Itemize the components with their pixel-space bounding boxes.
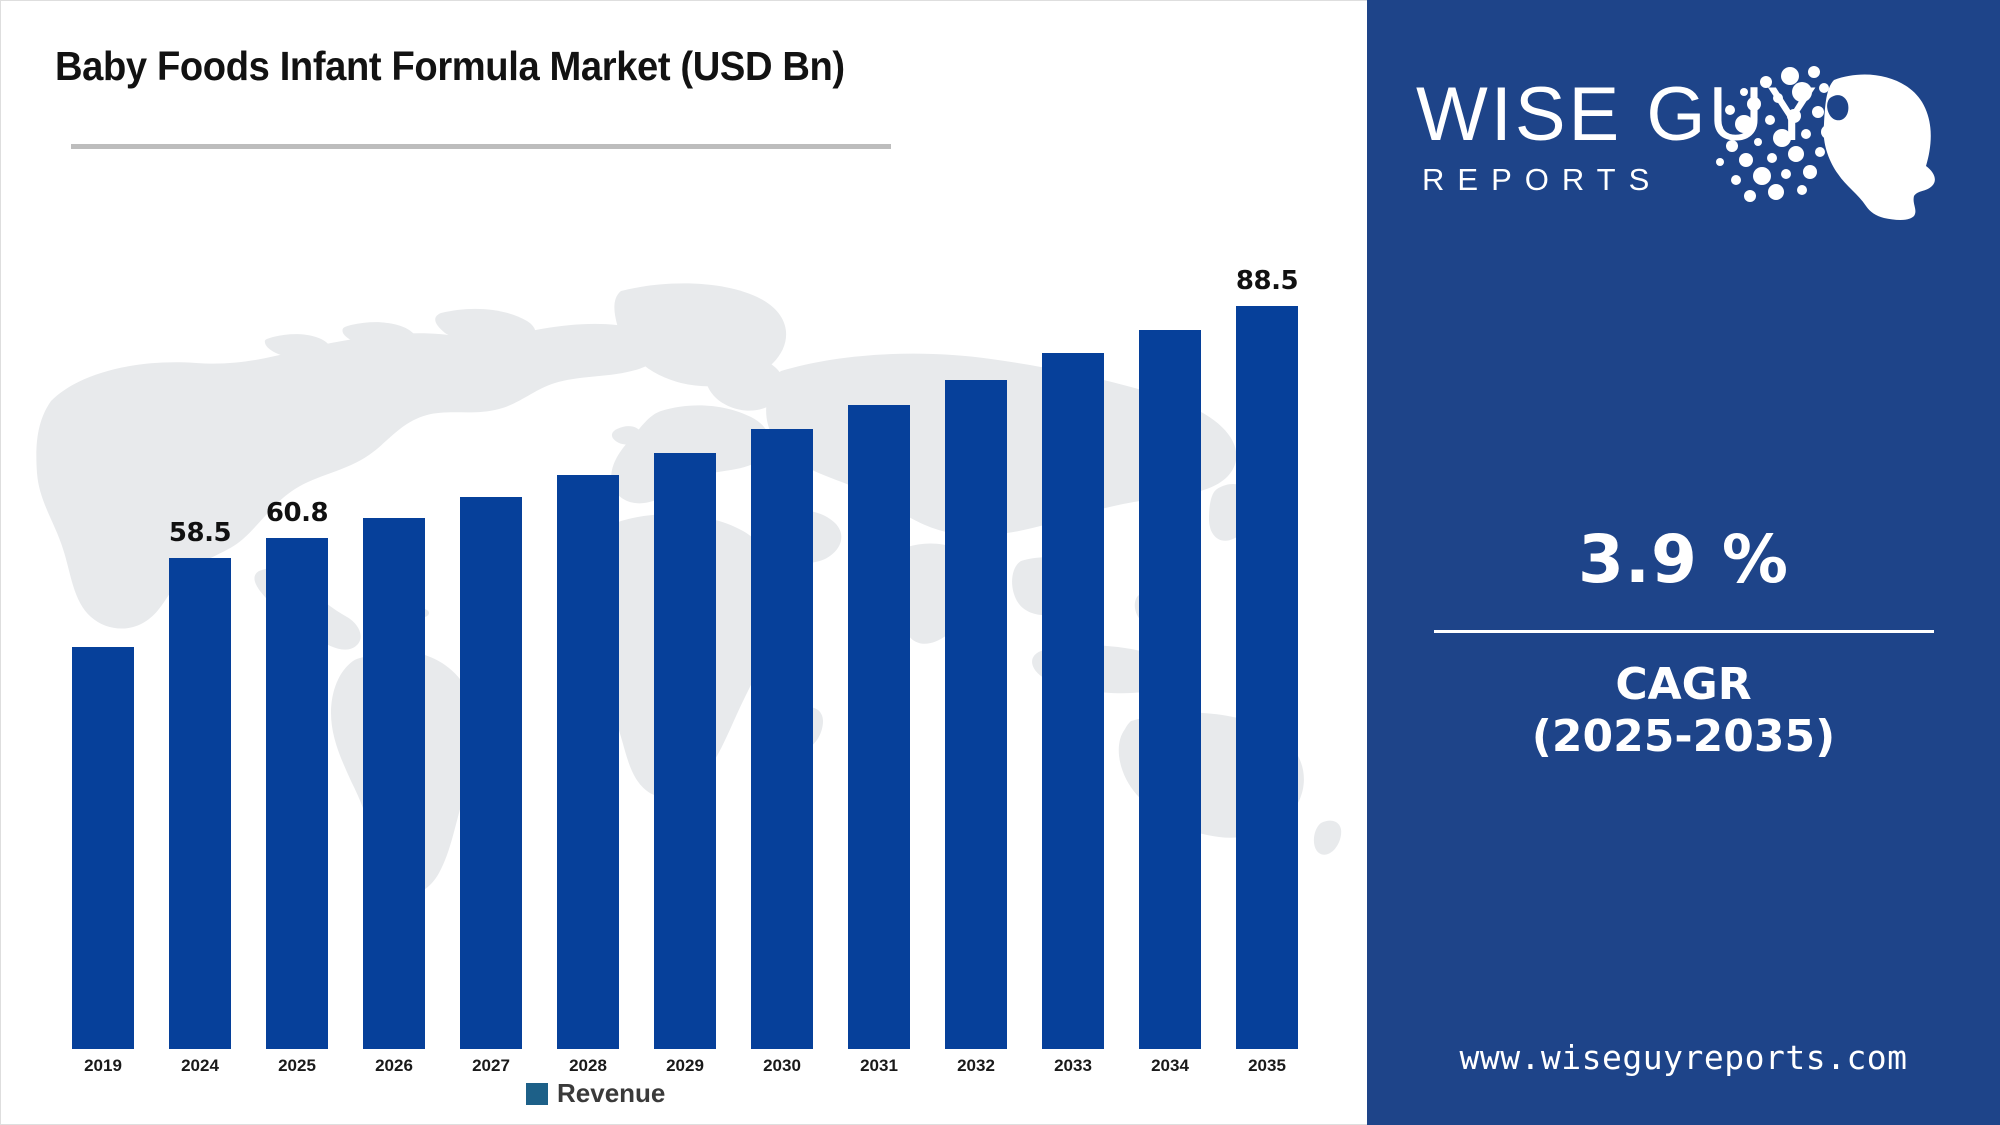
- x-axis-label-2026: 2026: [375, 1056, 413, 1075]
- page-title: Baby Foods Infant Formula Market (USD Bn…: [55, 43, 845, 89]
- bar-rect-2032: [945, 379, 1007, 1049]
- x-axis-label-2024: 2024: [181, 1056, 219, 1075]
- cagr-divider: [1433, 630, 1934, 634]
- bar-rect-2027: [460, 497, 522, 1049]
- bar-rect-2019: [72, 646, 134, 1049]
- x-axis-label-2029: 2029: [666, 1056, 704, 1075]
- cagr-label-line1: CAGR: [1615, 659, 1752, 711]
- legend-swatch-revenue: [526, 1082, 548, 1105]
- bar-2025[interactable]: 60.8: [249, 251, 345, 1049]
- bar-rect-2028: [557, 475, 619, 1049]
- bar-value-label-2035: 88.5: [1235, 265, 1299, 296]
- cagr-label: CAGR (2025-2035): [1414, 659, 1954, 763]
- bar-value-label-2025: 60.8: [265, 498, 329, 529]
- svg-text:WISE GUY: WISE GUY: [1416, 72, 1820, 157]
- bar-2032[interactable]: [928, 251, 1024, 1049]
- bar-2028[interactable]: [540, 251, 636, 1049]
- bar-rect-2034: [1139, 329, 1201, 1049]
- bar-2027[interactable]: [443, 251, 539, 1049]
- bar-2030[interactable]: [734, 251, 830, 1049]
- x-axis-label-2019: 2019: [84, 1056, 122, 1075]
- x-axis-label-2028: 2028: [569, 1056, 607, 1075]
- cagr-value: 3.9 %: [1577, 521, 1790, 598]
- bar-2029[interactable]: [637, 251, 733, 1049]
- bar-2026[interactable]: [346, 251, 442, 1049]
- bar-rect-2024: [169, 557, 231, 1049]
- bar-rect-2025: [266, 538, 328, 1049]
- x-axis-label-2027: 2027: [472, 1056, 510, 1075]
- bar-rect-2035: [1236, 305, 1298, 1049]
- bar-rect-2030: [751, 429, 813, 1049]
- cagr-block: 3.9 % CAGR (2025-2035): [1414, 525, 1954, 763]
- bar-2034[interactable]: [1122, 251, 1218, 1049]
- cagr-label-line2: (2025-2035): [1531, 711, 1836, 763]
- x-axis-label-2033: 2033: [1054, 1056, 1092, 1075]
- bar-2035[interactable]: 88.5: [1219, 251, 1315, 1049]
- wiseguy-reports-logo: WISE GUY REPORTS: [1414, 62, 1954, 227]
- brand-panel: WISE GUY REPORTS: [1367, 0, 2000, 1125]
- x-axis-label-2035: 2035: [1248, 1056, 1286, 1075]
- chart-legend[interactable]: Revenue: [526, 1078, 665, 1109]
- chart-panel: Baby Foods Infant Formula Market (USD Bn…: [0, 0, 1367, 1125]
- legend-label-revenue: Revenue: [557, 1078, 666, 1108]
- bar-rect-2026: [363, 518, 425, 1049]
- bar-2019[interactable]: [55, 251, 151, 1049]
- x-axis-label-2030: 2030: [763, 1056, 801, 1075]
- x-axis-label-2034: 2034: [1151, 1056, 1189, 1075]
- bar-rect-2033: [1042, 353, 1104, 1049]
- bar-2031[interactable]: [831, 251, 927, 1049]
- title-divider: [71, 144, 891, 149]
- bar-2033[interactable]: [1025, 251, 1121, 1049]
- bar-chart-plot: 58.5 60.8 88.5: [55, 251, 1315, 1049]
- x-axis-label-2032: 2032: [957, 1056, 995, 1075]
- x-axis-label-2031: 2031: [860, 1056, 898, 1075]
- bar-value-label-2024: 58.5: [168, 517, 232, 548]
- bar-2024[interactable]: 58.5: [152, 251, 248, 1049]
- x-axis-label-2025: 2025: [278, 1056, 316, 1075]
- website-url[interactable]: www.wiseguyreports.com: [1459, 1038, 1908, 1077]
- bar-rect-2029: [654, 452, 716, 1049]
- bar-rect-2031: [848, 404, 910, 1049]
- svg-text:REPORTS: REPORTS: [1422, 162, 1662, 197]
